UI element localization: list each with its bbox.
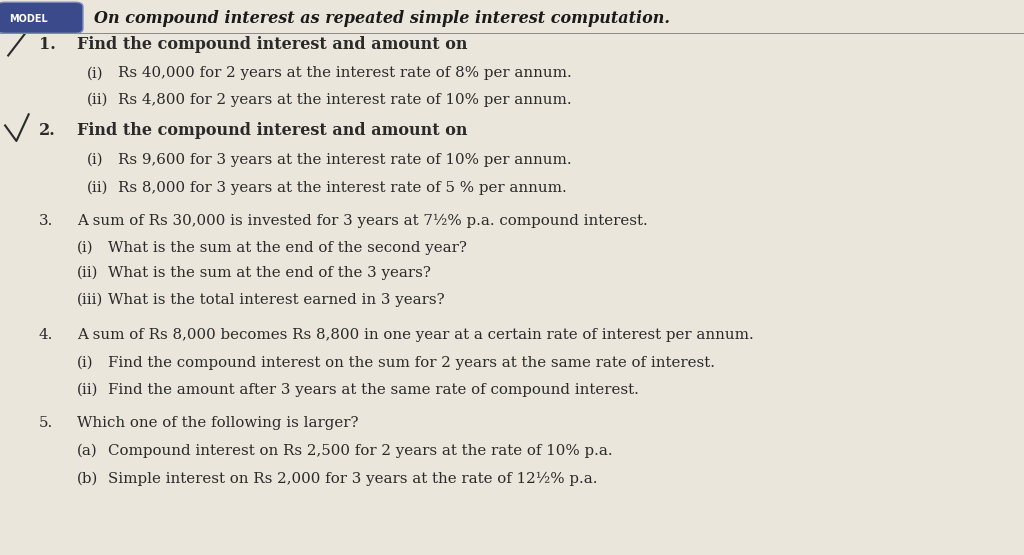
Text: (i): (i) (77, 240, 93, 255)
Text: (iii): (iii) (77, 292, 103, 307)
FancyBboxPatch shape (0, 2, 83, 33)
Text: Rs 9,600 for 3 years at the interest rate of 10% per annum.: Rs 9,600 for 3 years at the interest rat… (118, 153, 571, 167)
Text: A sum of Rs 8,000 becomes Rs 8,800 in one year at a certain rate of interest per: A sum of Rs 8,000 becomes Rs 8,800 in on… (77, 328, 754, 342)
Text: 5.: 5. (39, 416, 53, 430)
Text: (b): (b) (77, 471, 98, 486)
Text: Compound interest on Rs 2,500 for 2 years at the rate of 10% p.a.: Compound interest on Rs 2,500 for 2 year… (108, 443, 612, 458)
Text: 1.: 1. (39, 36, 55, 53)
Text: (ii): (ii) (87, 180, 109, 195)
Text: On compound interest as repeated simple interest computation.: On compound interest as repeated simple … (94, 11, 670, 27)
Text: 4.: 4. (39, 328, 53, 342)
Text: What is the total interest earned in 3 years?: What is the total interest earned in 3 y… (108, 292, 444, 307)
Text: 2.: 2. (39, 123, 55, 139)
Text: What is the sum at the end of the 3 years?: What is the sum at the end of the 3 year… (108, 266, 430, 280)
Text: Find the compound interest on the sum for 2 years at the same rate of interest.: Find the compound interest on the sum fo… (108, 356, 715, 370)
Text: Find the compound interest and amount on: Find the compound interest and amount on (77, 36, 467, 53)
Text: (a): (a) (77, 443, 97, 458)
Text: Simple interest on Rs 2,000 for 3 years at the rate of 12½% p.a.: Simple interest on Rs 2,000 for 3 years … (108, 471, 597, 486)
Text: What is the sum at the end of the second year?: What is the sum at the end of the second… (108, 240, 466, 255)
Text: (i): (i) (87, 153, 103, 167)
Text: A sum of Rs 30,000 is invested for 3 years at 7½% p.a. compound interest.: A sum of Rs 30,000 is invested for 3 yea… (77, 214, 647, 228)
Text: Find the amount after 3 years at the same rate of compound interest.: Find the amount after 3 years at the sam… (108, 382, 638, 397)
Text: Which one of the following is larger?: Which one of the following is larger? (77, 416, 358, 430)
Text: (ii): (ii) (77, 266, 98, 280)
Text: (i): (i) (87, 66, 103, 80)
Text: Rs 8,000 for 3 years at the interest rate of 5 % per annum.: Rs 8,000 for 3 years at the interest rat… (118, 180, 566, 195)
Text: Rs 40,000 for 2 years at the interest rate of 8% per annum.: Rs 40,000 for 2 years at the interest ra… (118, 66, 571, 80)
Text: (i): (i) (77, 356, 93, 370)
Text: Rs 4,800 for 2 years at the interest rate of 10% per annum.: Rs 4,800 for 2 years at the interest rat… (118, 93, 571, 107)
Text: MODEL: MODEL (9, 14, 48, 24)
Text: Find the compound interest and amount on: Find the compound interest and amount on (77, 123, 467, 139)
Text: (ii): (ii) (77, 382, 98, 397)
Text: (ii): (ii) (87, 93, 109, 107)
Text: 3.: 3. (39, 214, 53, 228)
